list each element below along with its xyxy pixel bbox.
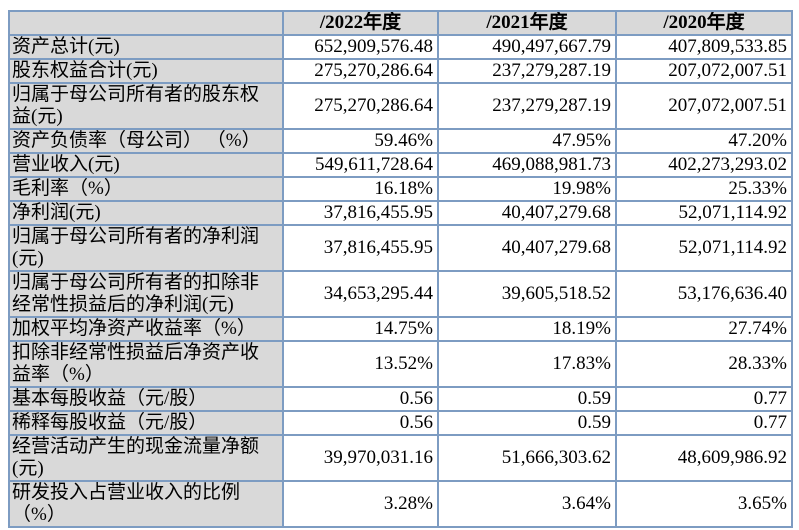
cell-value-2022: 34,653,295.44 [282,270,439,318]
cell-value-2021: 237,279,287.19 [437,58,617,84]
cell-value-2022: 275,270,286.64 [282,82,439,130]
cell-value-2020: 0.77 [615,410,793,436]
table-row-diluted-eps: 稀释每股收益（元/股） 0.56 0.59 0.77 [8,410,793,436]
cell-value-2021: 40,407,279.68 [437,200,617,226]
table-row-net-profit: 净利润(元) 37,816,455.95 40,407,279.68 52,07… [8,200,793,226]
cell-value-2022: 275,270,286.64 [282,58,439,84]
cell-value-2020: 52,071,114.92 [615,224,793,272]
row-label: 基本每股收益（元/股） [8,386,284,412]
cell-value-2021: 490,497,667.79 [437,34,617,60]
row-label: 净利润(元) [8,200,284,226]
cell-value-2020: 48,609,986.92 [615,434,793,482]
cell-value-2021: 3.64% [437,480,617,528]
cell-value-2020: 407,809,533.85 [615,34,793,60]
cell-value-2020: 0.77 [615,386,793,412]
column-header-2020: /2020年度 [615,10,793,36]
table-row-roe-excl-nonrecurring: 扣除非经常性损益后净资产收 益率（%） 13.52% 17.83% 28.33% [8,340,793,388]
cell-value-2020: 207,072,007.51 [615,58,793,84]
column-header-2021: /2021年度 [437,10,617,36]
cell-value-2022: 3.28% [282,480,439,528]
row-label: 营业收入(元) [8,152,284,178]
row-label: 归属于母公司所有者的股东权 益(元) [8,82,284,130]
cell-value-2020: 207,072,007.51 [615,82,793,130]
cell-value-2021: 51,666,303.62 [437,434,617,482]
row-label: 毛利率（%） [8,176,284,202]
row-label: 股东权益合计(元) [8,58,284,84]
corner-cell [8,10,284,36]
cell-value-2021: 19.98% [437,176,617,202]
cell-value-2021: 40,407,279.68 [437,224,617,272]
row-label: 归属于母公司所有者的扣除非 经常性损益后的净利润(元) [8,270,284,318]
cell-value-2020: 3.65% [615,480,793,528]
table-row-debt-ratio-parent: 资产负债率（母公司） （%） 59.46% 47.95% 47.20% [8,128,793,154]
cell-value-2020: 27.74% [615,316,793,342]
table-row-basic-eps: 基本每股收益（元/股） 0.56 0.59 0.77 [8,386,793,412]
cell-value-2021: 237,279,287.19 [437,82,617,130]
row-label: 稀释每股收益（元/股） [8,410,284,436]
table-row-net-profit-attributable-to-parent: 归属于母公司所有者的净利润 (元) 37,816,455.95 40,407,2… [8,224,793,272]
cell-value-2021: 47.95% [437,128,617,154]
cell-value-2020: 47.20% [615,128,793,154]
cell-value-2022: 39,970,031.16 [282,434,439,482]
cell-value-2022: 59.46% [282,128,439,154]
cell-value-2022: 16.18% [282,176,439,202]
row-label: 经营活动产生的现金流量净额 (元) [8,434,284,482]
row-label: 资产负债率（母公司） （%） [8,128,284,154]
cell-value-2020: 25.33% [615,176,793,202]
cell-value-2020: 402,273,293.02 [615,152,793,178]
cell-value-2021: 18.19% [437,316,617,342]
table-row-operating-cash-flow: 经营活动产生的现金流量净额 (元) 39,970,031.16 51,666,3… [8,434,793,482]
table-row-operating-revenue: 营业收入(元) 549,611,728.64 469,088,981.73 40… [8,152,793,178]
row-label: 加权平均净资产收益率（%） [8,316,284,342]
cell-value-2022: 37,816,455.95 [282,200,439,226]
cell-value-2022: 652,909,576.48 [282,34,439,60]
cell-value-2022: 0.56 [282,386,439,412]
column-header-2022: /2022年度 [282,10,439,36]
table-row-rd-ratio: 研发投入占营业收入的比例 （%） 3.28% 3.64% 3.65% [8,480,793,528]
cell-value-2020: 28.33% [615,340,793,388]
row-label: 研发投入占营业收入的比例 （%） [8,480,284,528]
cell-value-2022: 14.75% [282,316,439,342]
table-header-row: /2022年度 /2021年度 /2020年度 [8,10,793,36]
cell-value-2021: 17.83% [437,340,617,388]
financial-summary-table-container: /2022年度 /2021年度 /2020年度 资产总计(元) 652,909,… [8,10,793,528]
table-row-gross-margin: 毛利率（%） 16.18% 19.98% 25.33% [8,176,793,202]
cell-value-2022: 549,611,728.64 [282,152,439,178]
cell-value-2020: 53,176,636.40 [615,270,793,318]
financial-summary-table: /2022年度 /2021年度 /2020年度 资产总计(元) 652,909,… [8,10,793,528]
cell-value-2022: 37,816,455.95 [282,224,439,272]
row-label: 扣除非经常性损益后净资产收 益率（%） [8,340,284,388]
table-row-net-profit-excl-nonrecurring: 归属于母公司所有者的扣除非 经常性损益后的净利润(元) 34,653,295.4… [8,270,793,318]
cell-value-2022: 13.52% [282,340,439,388]
table-row-total-assets: 资产总计(元) 652,909,576.48 490,497,667.79 40… [8,34,793,60]
row-label: 归属于母公司所有者的净利润 (元) [8,224,284,272]
table-row-equity-attributable-to-parent: 归属于母公司所有者的股东权 益(元) 275,270,286.64 237,27… [8,82,793,130]
cell-value-2021: 0.59 [437,410,617,436]
cell-value-2021: 469,088,981.73 [437,152,617,178]
cell-value-2020: 52,071,114.92 [615,200,793,226]
table-row-weighted-avg-roe: 加权平均净资产收益率（%） 14.75% 18.19% 27.74% [8,316,793,342]
cell-value-2021: 0.59 [437,386,617,412]
cell-value-2021: 39,605,518.52 [437,270,617,318]
cell-value-2022: 0.56 [282,410,439,436]
row-label: 资产总计(元) [8,34,284,60]
table-row-total-equity: 股东权益合计(元) 275,270,286.64 237,279,287.19 … [8,58,793,84]
